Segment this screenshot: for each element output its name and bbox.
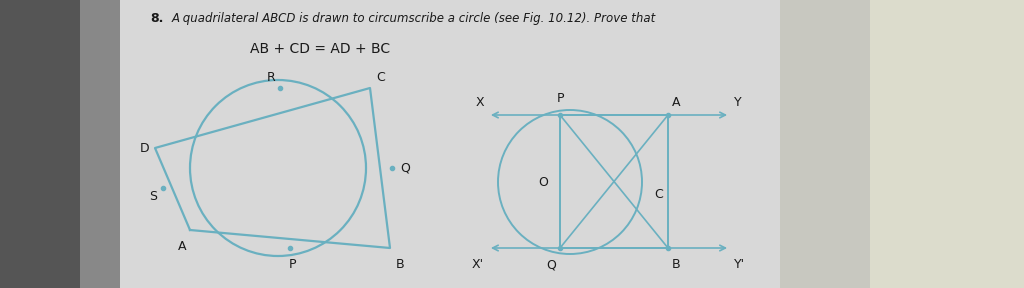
Text: A: A xyxy=(672,96,681,109)
Text: B: B xyxy=(396,258,404,271)
Text: Q: Q xyxy=(546,258,556,271)
Text: P: P xyxy=(556,92,564,105)
Text: B: B xyxy=(672,258,681,271)
Bar xyxy=(80,0,120,288)
Text: Y: Y xyxy=(734,96,741,109)
Text: X: X xyxy=(475,96,484,109)
Bar xyxy=(0,0,80,288)
Text: S: S xyxy=(150,190,157,203)
Text: C: C xyxy=(654,189,663,202)
Text: A quadrilateral ABCD is drawn to circumscribe a circle (see Fig. 10.12). Prove t: A quadrilateral ABCD is drawn to circums… xyxy=(172,12,656,25)
Text: AB + CD = AD + BC: AB + CD = AD + BC xyxy=(250,42,390,56)
Text: P: P xyxy=(288,258,296,271)
Text: A: A xyxy=(178,240,186,253)
Bar xyxy=(780,0,1024,288)
Text: R: R xyxy=(267,71,276,84)
Text: Q: Q xyxy=(400,162,410,175)
Text: 8.: 8. xyxy=(150,12,164,25)
Bar xyxy=(870,0,1024,288)
Text: X': X' xyxy=(472,258,484,271)
Bar xyxy=(120,0,820,288)
Text: Y': Y' xyxy=(734,258,745,271)
Text: D: D xyxy=(139,141,150,154)
Text: C: C xyxy=(376,71,385,84)
Text: O: O xyxy=(539,175,548,189)
